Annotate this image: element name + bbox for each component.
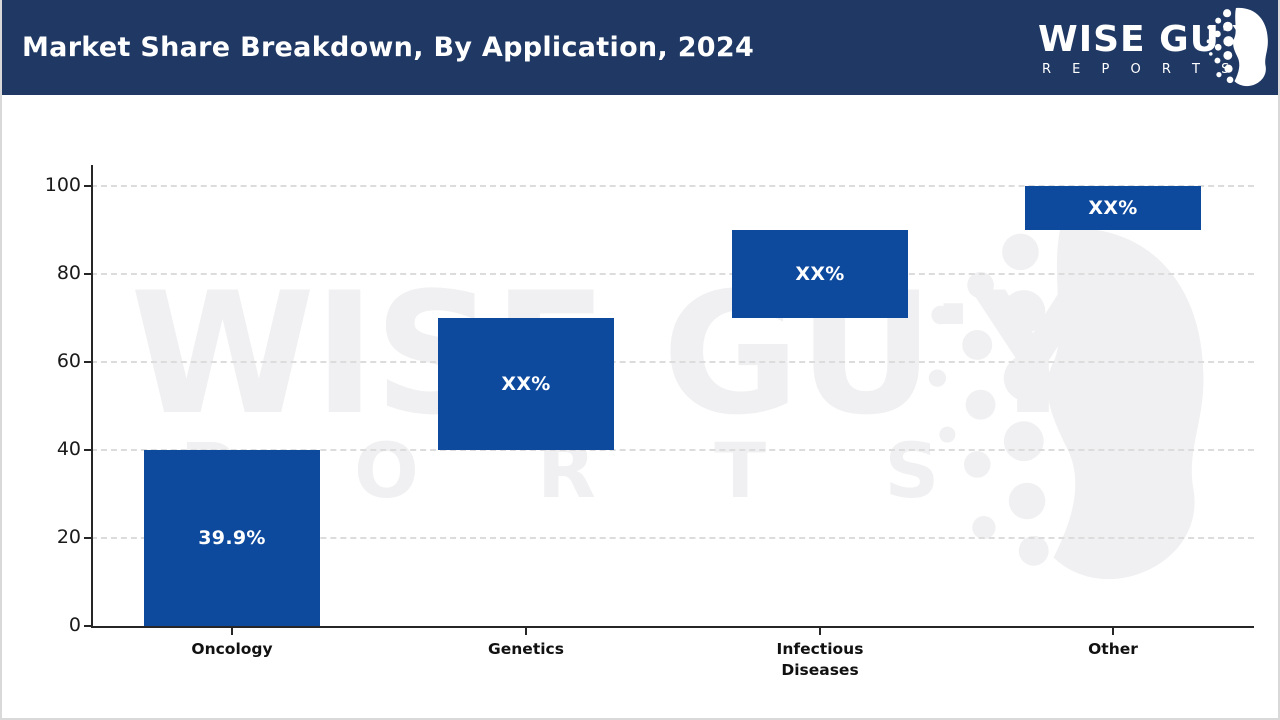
y-tick-label: 0 <box>68 614 81 636</box>
y-tick-label: 20 <box>56 526 81 548</box>
y-tick-mark <box>84 625 91 627</box>
gridline <box>91 537 1254 539</box>
x-category-label: Genetics <box>488 640 564 658</box>
y-tick-label: 100 <box>44 174 81 196</box>
bar-segment: XX% <box>732 230 908 319</box>
x-category-label: Oncology <box>191 640 273 658</box>
x-axis-spine <box>91 626 1254 628</box>
x-tick-mark <box>525 628 527 635</box>
bar-value-label: XX% <box>795 263 845 286</box>
y-axis-spine <box>91 165 93 628</box>
watermark-face-icon <box>928 228 1204 580</box>
x-category-label: Other <box>1088 640 1138 658</box>
bar-value-label: XX% <box>501 373 551 396</box>
x-tick-mark <box>819 628 821 635</box>
bar-segment: XX% <box>1025 186 1201 231</box>
logo-face-icon <box>1206 7 1268 87</box>
logo-reports-label: R E P O R T S <box>1042 62 1238 77</box>
y-tick-mark <box>84 449 91 451</box>
bar-value-label: XX% <box>1088 197 1138 220</box>
x-tick-mark <box>231 628 233 635</box>
bar-segment: 39.9% <box>144 450 320 626</box>
gridline <box>91 185 1254 187</box>
y-tick-label: 40 <box>56 438 81 460</box>
header-band: Market Share Breakdown, By Application, … <box>2 0 1278 95</box>
wise-guy-reports-logo: WISE GU·Y R E P O R T S <box>1012 6 1270 90</box>
y-tick-mark <box>84 537 91 539</box>
gridline <box>91 273 1254 275</box>
gridline <box>91 449 1254 451</box>
y-tick-label: 60 <box>56 350 81 372</box>
y-tick-mark <box>84 185 91 187</box>
x-category-label: Infectious Diseases <box>776 640 864 679</box>
bar-value-label: 39.9% <box>198 527 266 550</box>
y-tick-mark <box>84 361 91 363</box>
y-tick-mark <box>84 273 91 275</box>
bar-segment: XX% <box>438 318 614 451</box>
y-tick-label: 80 <box>56 262 81 284</box>
gridline <box>91 361 1254 363</box>
x-tick-mark <box>1112 628 1114 635</box>
chart-title: Market Share Breakdown, By Application, … <box>22 32 755 63</box>
